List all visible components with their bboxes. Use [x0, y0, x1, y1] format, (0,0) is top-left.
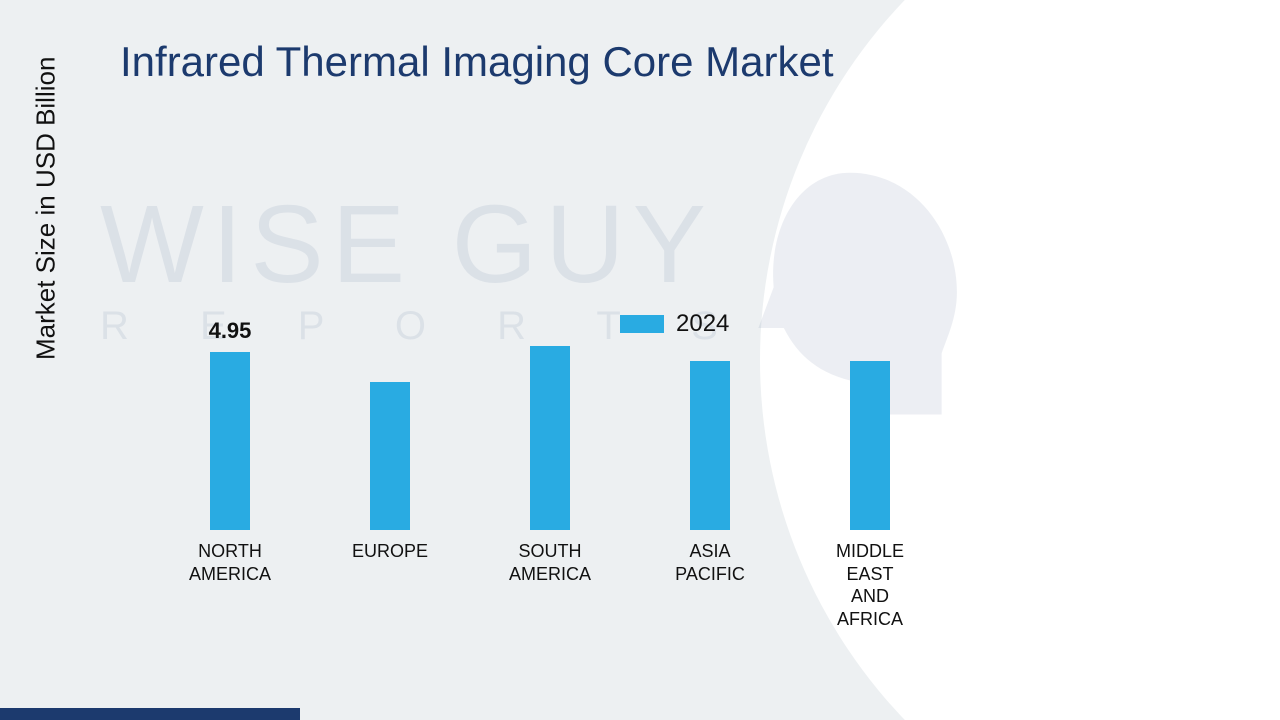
x-axis-category-label: MIDDLE EAST AND AFRICA: [830, 540, 910, 630]
bar: [690, 361, 730, 530]
logo-text-small: R E P O R T S: [910, 68, 1130, 84]
chart-title: Infrared Thermal Imaging Core Market: [120, 38, 840, 86]
bar: [210, 352, 250, 530]
bar-slot: SOUTH AMERICA: [470, 346, 630, 530]
x-axis-category-label: SOUTH AMERICA: [509, 540, 591, 585]
bar-value-label: 4.95: [209, 318, 252, 344]
footer-accent-bar: [0, 708, 300, 720]
logo-head-icon: [1146, 20, 1246, 130]
bar-slot: 4.95NORTH AMERICA: [150, 352, 310, 530]
x-axis-category-label: NORTH AMERICA: [189, 540, 271, 585]
bar: [850, 361, 890, 530]
y-axis-label: Market Size in USD Billion: [31, 57, 62, 360]
plot-area: 4.95NORTH AMERICAEUROPESOUTH AMERICAASIA…: [150, 170, 940, 530]
x-axis-category-label: EUROPE: [352, 540, 428, 563]
bar-slot: MIDDLE EAST AND AFRICA: [790, 361, 950, 530]
x-axis-category-label: ASIA PACIFIC: [670, 540, 750, 585]
canvas: WISE GUY R E P O R T S WISE GUY R E P O …: [0, 0, 1280, 720]
chart-area: 4.95NORTH AMERICAEUROPESOUTH AMERICAASIA…: [110, 170, 940, 590]
logo-text-big: WISE GUY: [910, 28, 1130, 64]
bar: [370, 382, 410, 530]
bar-slot: EUROPE: [310, 382, 470, 530]
bar-slot: ASIA PACIFIC: [630, 361, 790, 530]
bar: [530, 346, 570, 530]
brand-logo: WISE GUY R E P O R T S: [910, 28, 1130, 84]
